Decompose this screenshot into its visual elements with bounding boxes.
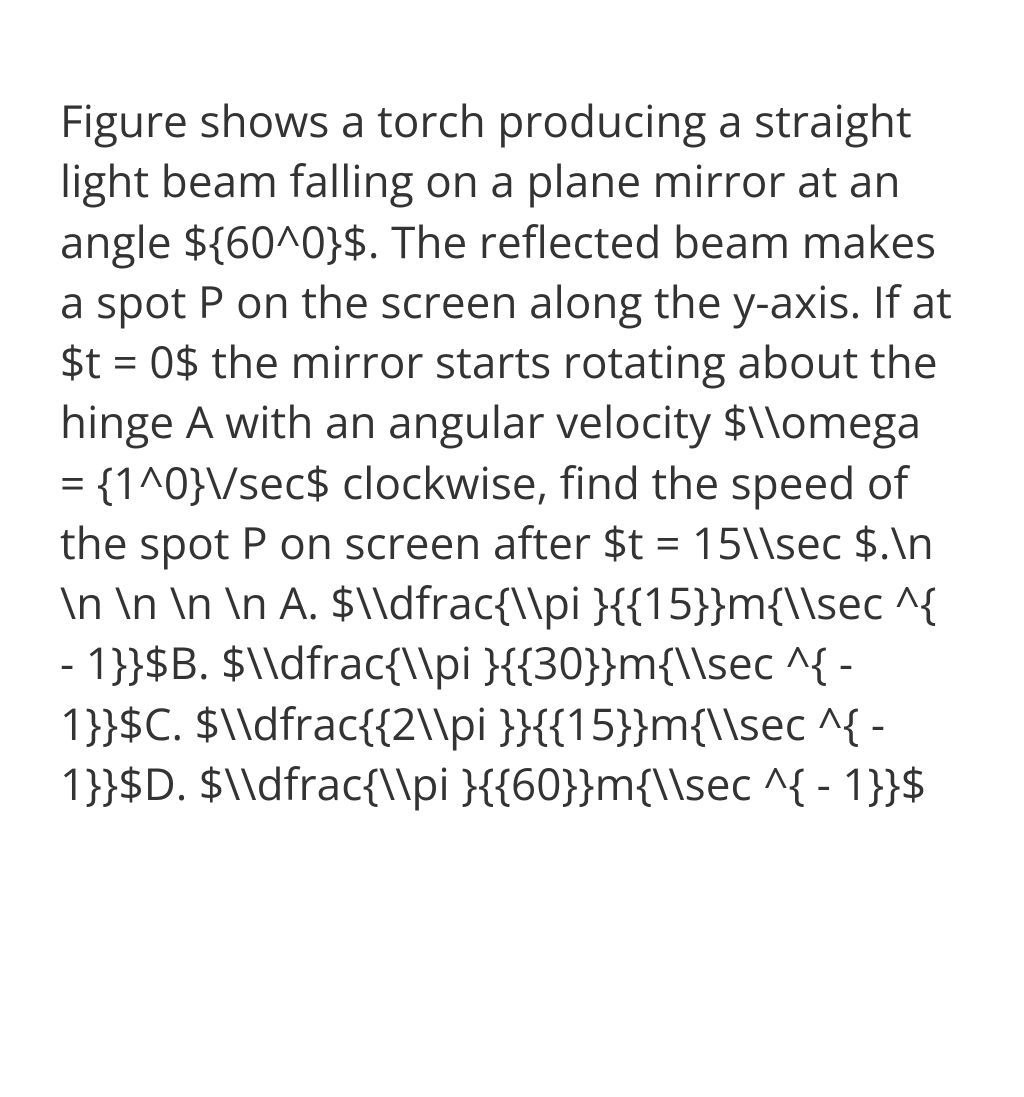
page: Figure shows a torch producing a straigh… <box>0 0 1024 1097</box>
problem-text: Figure shows a torch producing a straigh… <box>60 90 954 813</box>
